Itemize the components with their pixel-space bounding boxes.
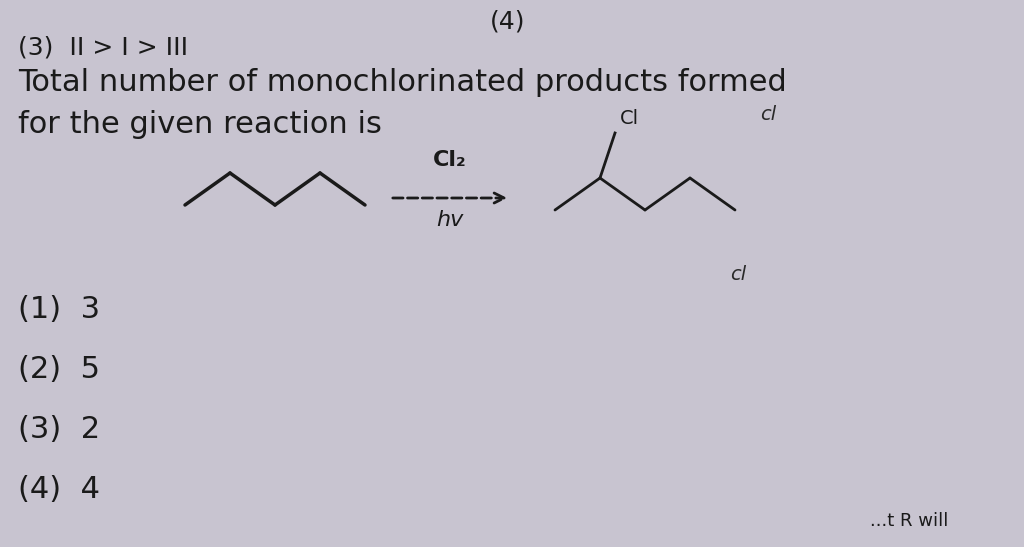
Text: (3)  II > I > III: (3) II > I > III: [18, 35, 188, 59]
Text: hv: hv: [436, 210, 464, 230]
Text: (2)  5: (2) 5: [18, 355, 100, 384]
Text: (1)  3: (1) 3: [18, 295, 100, 324]
Text: cl: cl: [760, 105, 776, 124]
Text: (4)  4: (4) 4: [18, 475, 100, 504]
Text: cl: cl: [730, 265, 746, 284]
Text: for the given reaction is: for the given reaction is: [18, 110, 382, 139]
Text: Cl₂: Cl₂: [433, 150, 467, 170]
Text: Total number of monochlorinated products formed: Total number of monochlorinated products…: [18, 68, 786, 97]
Text: ...t R will: ...t R will: [870, 512, 948, 530]
Text: (4): (4): [490, 10, 525, 34]
Text: Cl: Cl: [620, 109, 639, 128]
Text: (3)  2: (3) 2: [18, 415, 100, 444]
